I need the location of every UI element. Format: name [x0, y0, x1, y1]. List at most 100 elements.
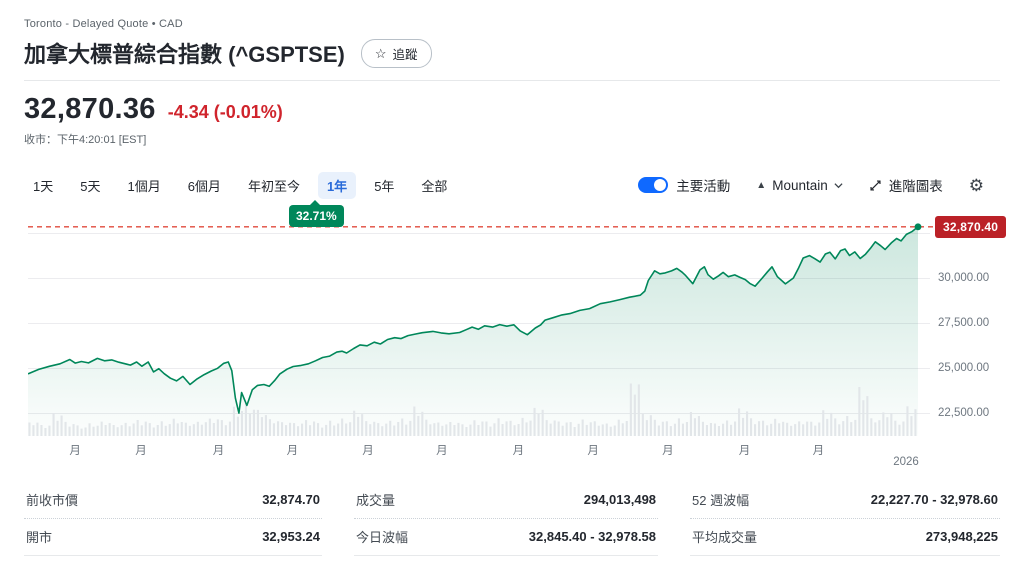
- volume-bar: [180, 422, 183, 436]
- volume-bar: [593, 421, 596, 436]
- volume-bar: [898, 424, 901, 436]
- volume-bar: [116, 427, 119, 436]
- volume-bar: [629, 383, 632, 436]
- price-change: -4.34 (-0.01%): [168, 102, 283, 123]
- volume-bar: [814, 425, 817, 436]
- tab-range-max[interactable]: 全部: [421, 178, 448, 194]
- volume-bar: [818, 422, 821, 436]
- volume-bar: [232, 406, 235, 436]
- volume-bar: [589, 422, 592, 436]
- volume-bar: [505, 421, 508, 436]
- chevron-down-icon: [834, 182, 843, 188]
- tab-range-1m[interactable]: 1個月: [127, 178, 161, 194]
- volume-bar: [854, 419, 857, 436]
- change-percent: (-0.01%): [213, 102, 283, 122]
- volume-bar: [738, 408, 741, 436]
- volume-bar: [645, 420, 648, 436]
- volume-bar: [361, 414, 364, 436]
- volume-bar: [485, 421, 488, 436]
- tab-range-5d[interactable]: 5天: [80, 178, 101, 194]
- volume-bar: [906, 406, 909, 436]
- volume-bar: [625, 421, 628, 436]
- volume-bar: [465, 427, 468, 436]
- price-chart[interactable]: [28, 214, 1010, 436]
- volume-bar: [501, 424, 504, 436]
- x-axis-month-label: 月: [362, 445, 374, 457]
- last-price-dot: [914, 223, 922, 231]
- volume-bar: [553, 420, 556, 436]
- volume-bar: [477, 425, 480, 436]
- volume-bar: [277, 421, 280, 436]
- volume-bar: [866, 396, 869, 436]
- volume-bar: [120, 425, 123, 436]
- volume-bar: [533, 407, 536, 436]
- chart-type-dropdown[interactable]: ▲ Mountain: [756, 177, 843, 193]
- follow-button[interactable]: ☆ 追蹤: [360, 38, 432, 68]
- volume-bar: [192, 424, 195, 436]
- volume-bar: [886, 417, 889, 436]
- volume-bar: [617, 419, 620, 436]
- volume-bar: [742, 417, 745, 436]
- exchange-line: Toronto - Delayed Quote • CAD: [24, 18, 183, 30]
- volume-bar: [557, 421, 560, 436]
- volume-bar: [746, 411, 749, 436]
- volume-bar: [44, 428, 47, 436]
- volume-bar: [717, 426, 720, 436]
- volume-bar: [705, 425, 708, 436]
- volume-bar: [204, 422, 207, 436]
- volume-bar: [537, 414, 540, 436]
- expand-icon: [870, 179, 881, 191]
- stat-days-range: 今日波幅 32,845.40 - 32,978.58: [354, 519, 659, 556]
- volume-bar: [337, 423, 340, 436]
- key-events-toggle[interactable]: 主要活動: [638, 175, 730, 195]
- volume-bar: [220, 420, 223, 436]
- gear-icon[interactable]: ⚙: [968, 175, 984, 195]
- volume-bar: [160, 421, 163, 436]
- volume-bar: [541, 409, 544, 436]
- stats-table: 前收市價 32,874.70 成交量 294,013,498 52 週波幅 22…: [24, 482, 1000, 556]
- volume-bar: [637, 384, 640, 436]
- tab-range-6m[interactable]: 6個月: [187, 178, 221, 194]
- volume-bar: [236, 416, 239, 436]
- volume-bar: [661, 421, 664, 436]
- volume-bar: [609, 426, 612, 436]
- volume-bar: [497, 418, 500, 436]
- toggle-on-icon[interactable]: [638, 177, 669, 193]
- volume-bar: [176, 423, 179, 436]
- volume-bar: [56, 420, 59, 436]
- x-axis-month-label: 月: [738, 445, 751, 457]
- x-axis-month-label: 月: [587, 445, 599, 457]
- tab-range-1d[interactable]: 1天: [33, 178, 54, 194]
- volume-bar: [381, 426, 384, 436]
- volume-bar: [902, 421, 905, 436]
- tab-range-ytd[interactable]: 年初至今: [247, 178, 300, 194]
- volume-bar: [469, 424, 472, 436]
- volume-bar: [297, 426, 300, 436]
- x-axis-month-label: 月: [286, 445, 299, 457]
- change-value: -4.34: [167, 102, 209, 122]
- volume-bar: [156, 425, 159, 436]
- chart-type-label: Mountain: [772, 177, 828, 193]
- volume-bar: [148, 423, 151, 436]
- volume-bar: [132, 423, 135, 436]
- tab-range-1y[interactable]: 1年: [317, 171, 357, 199]
- tab-range-5y[interactable]: 5年: [374, 178, 395, 194]
- stat-52wk-range: 52 週波幅 22,227.70 - 32,978.60: [690, 482, 1000, 519]
- volume-bar: [613, 425, 616, 436]
- advanced-chart-link[interactable]: 進階圖表: [869, 175, 943, 195]
- volume-bar: [28, 422, 31, 436]
- header-divider: [24, 80, 1000, 81]
- volume-bar: [878, 420, 881, 436]
- volume-bar: [80, 428, 83, 436]
- volume-bar: [341, 418, 344, 436]
- market-status: 收市：下午4:20:01 [EST]: [24, 134, 147, 146]
- area-fill: [28, 226, 918, 436]
- x-axis-month-label: 月: [69, 445, 81, 457]
- volume-bar: [333, 425, 336, 436]
- volume-bar: [256, 409, 259, 436]
- stat-avg-volume: 平均成交量 273,948,225: [690, 519, 1000, 556]
- volume-bar: [309, 425, 312, 436]
- volume-bar: [641, 413, 644, 436]
- volume-bar: [184, 422, 187, 436]
- volume-bar: [633, 394, 636, 436]
